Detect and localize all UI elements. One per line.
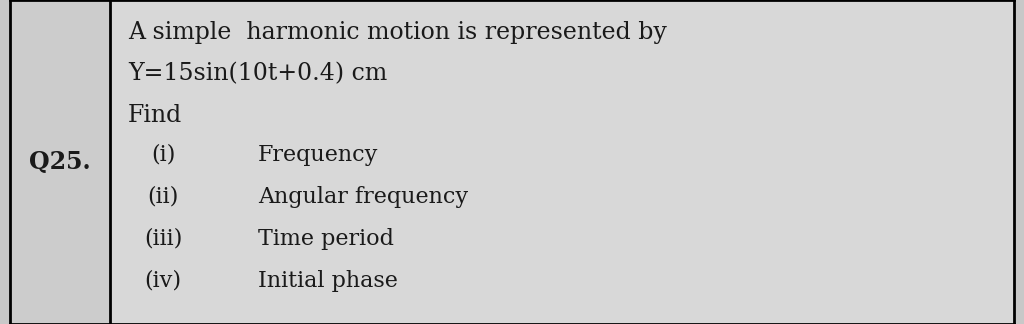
Bar <box>110 0 1014 324</box>
Text: Initial phase: Initial phase <box>258 270 398 292</box>
Bar <box>10 0 110 324</box>
Text: Angular frequency: Angular frequency <box>258 186 468 208</box>
Text: (iv): (iv) <box>144 270 181 292</box>
Text: Q25.: Q25. <box>30 150 91 174</box>
Text: Time period: Time period <box>258 228 394 250</box>
Text: (iii): (iii) <box>143 228 182 250</box>
Text: (i): (i) <box>151 144 175 166</box>
Text: (ii): (ii) <box>147 186 178 208</box>
Text: Find: Find <box>128 105 182 128</box>
Text: A simple  harmonic motion is represented by: A simple harmonic motion is represented … <box>128 20 667 43</box>
Text: Frequency: Frequency <box>258 144 379 166</box>
Text: Y=15sin(10t+0.4) cm: Y=15sin(10t+0.4) cm <box>128 63 387 86</box>
